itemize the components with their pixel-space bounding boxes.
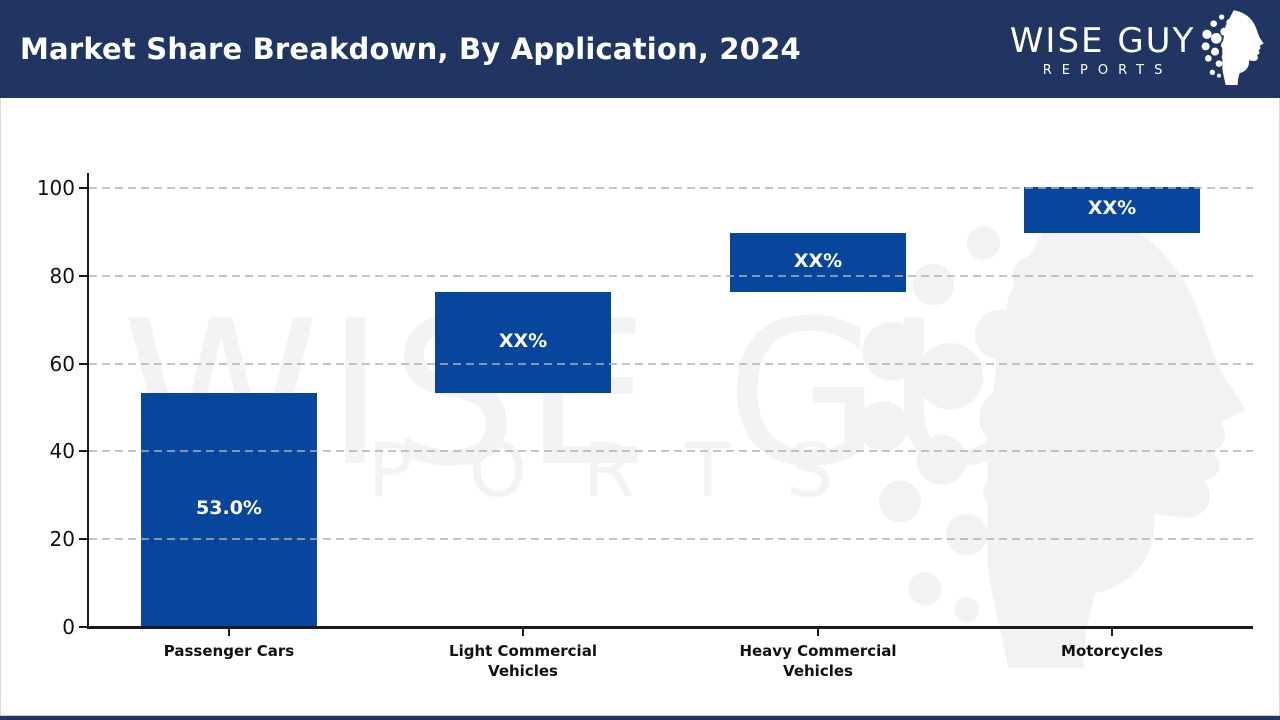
bar-passenger-cars [141,393,317,626]
y-tick-label: 100 [36,176,75,200]
gridline-100 [89,187,1253,189]
gridline-20 [89,538,1253,541]
header: Market Share Breakdown, By Application, … [0,0,1280,98]
x-tick-mark [1111,629,1113,636]
y-axis-spine [87,173,89,628]
bar-label-heavy-commercial-vehicles: XX% [793,249,843,272]
y-tick-mark [79,187,87,189]
x-tick-mark [228,629,230,636]
gridline-60 [89,362,1253,365]
page-border-left [0,98,1,715]
logo-wordmark: WISE GUY REPORTS [1010,21,1196,78]
head-profile-icon [1202,10,1265,85]
logo-line1: WISE GUY [1009,20,1196,61]
page-title: Market Share Breakdown, By Application, … [20,32,801,66]
x-axis-label-heavy-commercial-vehicles: Heavy Commercial Vehicles [739,642,897,681]
y-tick-mark [79,538,87,541]
bar-label-light-commercial-vehicles: XX% [498,329,548,352]
y-tick-label: 80 [49,263,75,288]
logo-line2: REPORTS [1042,62,1173,78]
x-axis-label-motorcycles: Motorcycles [1061,642,1163,660]
y-tick-mark [79,626,87,628]
x-axis-spine [87,626,1253,629]
x-tick-mark [522,629,524,636]
y-tick-mark [79,362,87,365]
bar-label-passenger-cars: 53.0% [196,496,262,519]
y-tick-mark [79,274,87,277]
bar-heavy-commercial-vehicles [730,233,906,293]
x-tick-mark [817,629,819,636]
y-tick-label: 60 [49,351,75,376]
bar-label-motorcycles: XX% [1087,197,1137,220]
bar-light-commercial-vehicles [435,292,611,394]
footer-divider [0,715,1280,716]
y-tick-label: 20 [49,527,75,552]
y-tick-mark [79,450,87,453]
x-axis-label-light-commercial-vehicles: Light Commercial Vehicles [449,642,597,681]
y-tick-label: 0 [62,615,75,639]
gridline-80 [89,274,1253,277]
wise-guy-reports-logo: WISE GUY REPORTS [1010,6,1266,92]
y-tick-label: 40 [49,439,75,464]
footer-bar [0,716,1280,720]
gridline-40 [89,450,1253,453]
chart-area: WISE GUY REPORTS 0 20 40 60 80 100 53.0% Passen… [0,98,1280,715]
x-axis-label-passenger-cars: Passenger Cars [163,642,295,660]
